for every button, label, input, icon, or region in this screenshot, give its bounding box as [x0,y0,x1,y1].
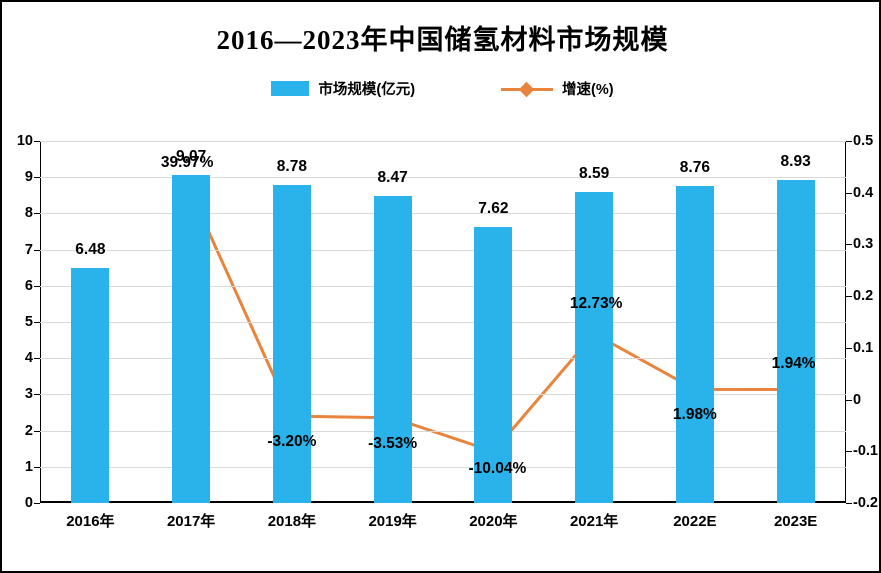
bar-value-label: 7.62 [478,200,509,218]
left-axis-tick-label: 7 [24,241,33,258]
right-axis-tick-label: 0.4 [853,184,874,201]
gridline [40,358,846,360]
legend-label-market-size: 市场规模(亿元) [318,82,416,98]
gridline [40,177,846,179]
legend-bar-swatch-icon [271,81,310,96]
x-axis-category-label: 2020年 [469,513,518,530]
left-axis-tick-label: 5 [24,314,33,330]
left-axis-tick-mark [34,503,40,504]
left-axis-tick-mark [34,213,40,215]
bar [71,268,110,503]
bar [172,174,211,503]
left-axis-tick-mark [34,249,40,251]
right-axis-tick-mark [846,347,852,349]
right-axis-tick-label: 0.2 [853,288,874,305]
bar-value-label: 8.47 [377,169,408,187]
left-axis-tick-label: 10 [16,133,33,149]
legend-label-growth-rate: 增速(%) [562,82,614,98]
left-axis-tick-label: 1 [24,458,33,475]
bar [776,179,815,503]
bar-value-label: 8.78 [276,158,307,176]
bar-value-label: 6.48 [75,241,106,259]
x-axis-line [40,501,846,503]
right-axis-tick-mark [846,399,852,401]
bar [675,185,714,503]
bar [474,227,513,503]
left-axis-tick-label: 2 [24,422,33,439]
left-axis-tick-mark [34,285,40,287]
left-axis-tick-mark [34,466,40,468]
growth-rate-value-label: 1.98% [672,406,717,424]
bar-value-label: 8.59 [579,165,610,183]
left-axis-tick-mark [34,358,40,360]
page-title: 2016—2023年中国储氢材料市场规模 [216,25,669,55]
legend-item-growth-rate: 增速(%) [501,78,614,99]
right-axis-tick-label: -0.1 [853,443,878,460]
right-axis-tick-label: 0.5 [853,133,874,149]
x-axis-category-label: 2016年 [66,513,115,530]
legend-line-diamond-icon [501,81,554,97]
left-axis-tick-label: 6 [24,277,33,294]
left-axis-tick-mark [34,394,40,396]
left-axis-tick-mark [34,430,40,432]
growth-rate-value-label: 1.94% [771,354,816,372]
left-axis-tick-mark [34,177,40,179]
left-axis-tick-label: 8 [24,205,33,222]
bar [272,185,311,503]
gridline [40,141,846,142]
growth-rate-value-label: -3.20% [267,433,317,451]
x-axis-category-label: 2021年 [569,513,619,530]
bar-value-label: 8.76 [679,158,710,176]
growth-rate-value-label: 39.97% [160,153,214,171]
right-axis-tick-label: 0 [853,391,862,408]
bar [575,192,614,503]
right-axis-tick-label: 0.3 [853,236,874,253]
gridline [40,466,846,468]
growth-rate-value-label: 12.73% [569,294,623,312]
right-axis-tick-mark [846,503,852,504]
x-axis-category-label: 2018年 [267,513,317,530]
x-axis-category-label: 2023E [773,513,818,530]
gridline [40,322,846,323]
gridline [40,249,846,251]
left-axis-tick-label: 9 [24,169,33,186]
left-axis-tick-label: 4 [24,350,33,367]
gridline [40,430,846,432]
left-axis-tick-label: 3 [24,386,33,403]
legend-item-market-size: 市场规模(亿元) [271,78,415,99]
x-axis-category-label: 2017年 [166,513,216,530]
x-axis-category-label: 2019年 [368,513,417,530]
bar-value-label: 8.93 [780,152,811,170]
growth-rate-value-label: -3.53% [368,434,418,452]
bar [373,196,412,503]
bar-value-label: 9.07 [176,147,207,165]
right-axis-tick-mark [846,451,852,453]
x-axis-category-label: 2022E [673,513,717,530]
right-axis-tick-label: -0.2 [853,495,878,511]
growth-rate-value-label: -10.04% [468,460,527,478]
right-axis-tick-mark [846,192,852,194]
right-axis-tick-mark [846,141,852,142]
gridline [40,394,846,396]
left-axis-tick-label: 0 [24,495,33,511]
chart-legend: 市场规模(亿元) 增速(%) [2,78,881,99]
left-axis-tick-mark [34,322,40,323]
gridline [40,213,846,215]
right-axis-tick-mark [846,296,852,298]
right-axis-tick-label: 0.1 [853,339,874,356]
left-axis-tick-mark [34,141,40,142]
right-axis-tick-mark [846,244,852,246]
gridline [40,285,846,287]
plot-area: 0 1 2 3 4 5 6 7 8 9 10 -0.2 -0.1 0 0.1 0.2 0.3 0.4 0.5 6.48… [17,134,878,510]
